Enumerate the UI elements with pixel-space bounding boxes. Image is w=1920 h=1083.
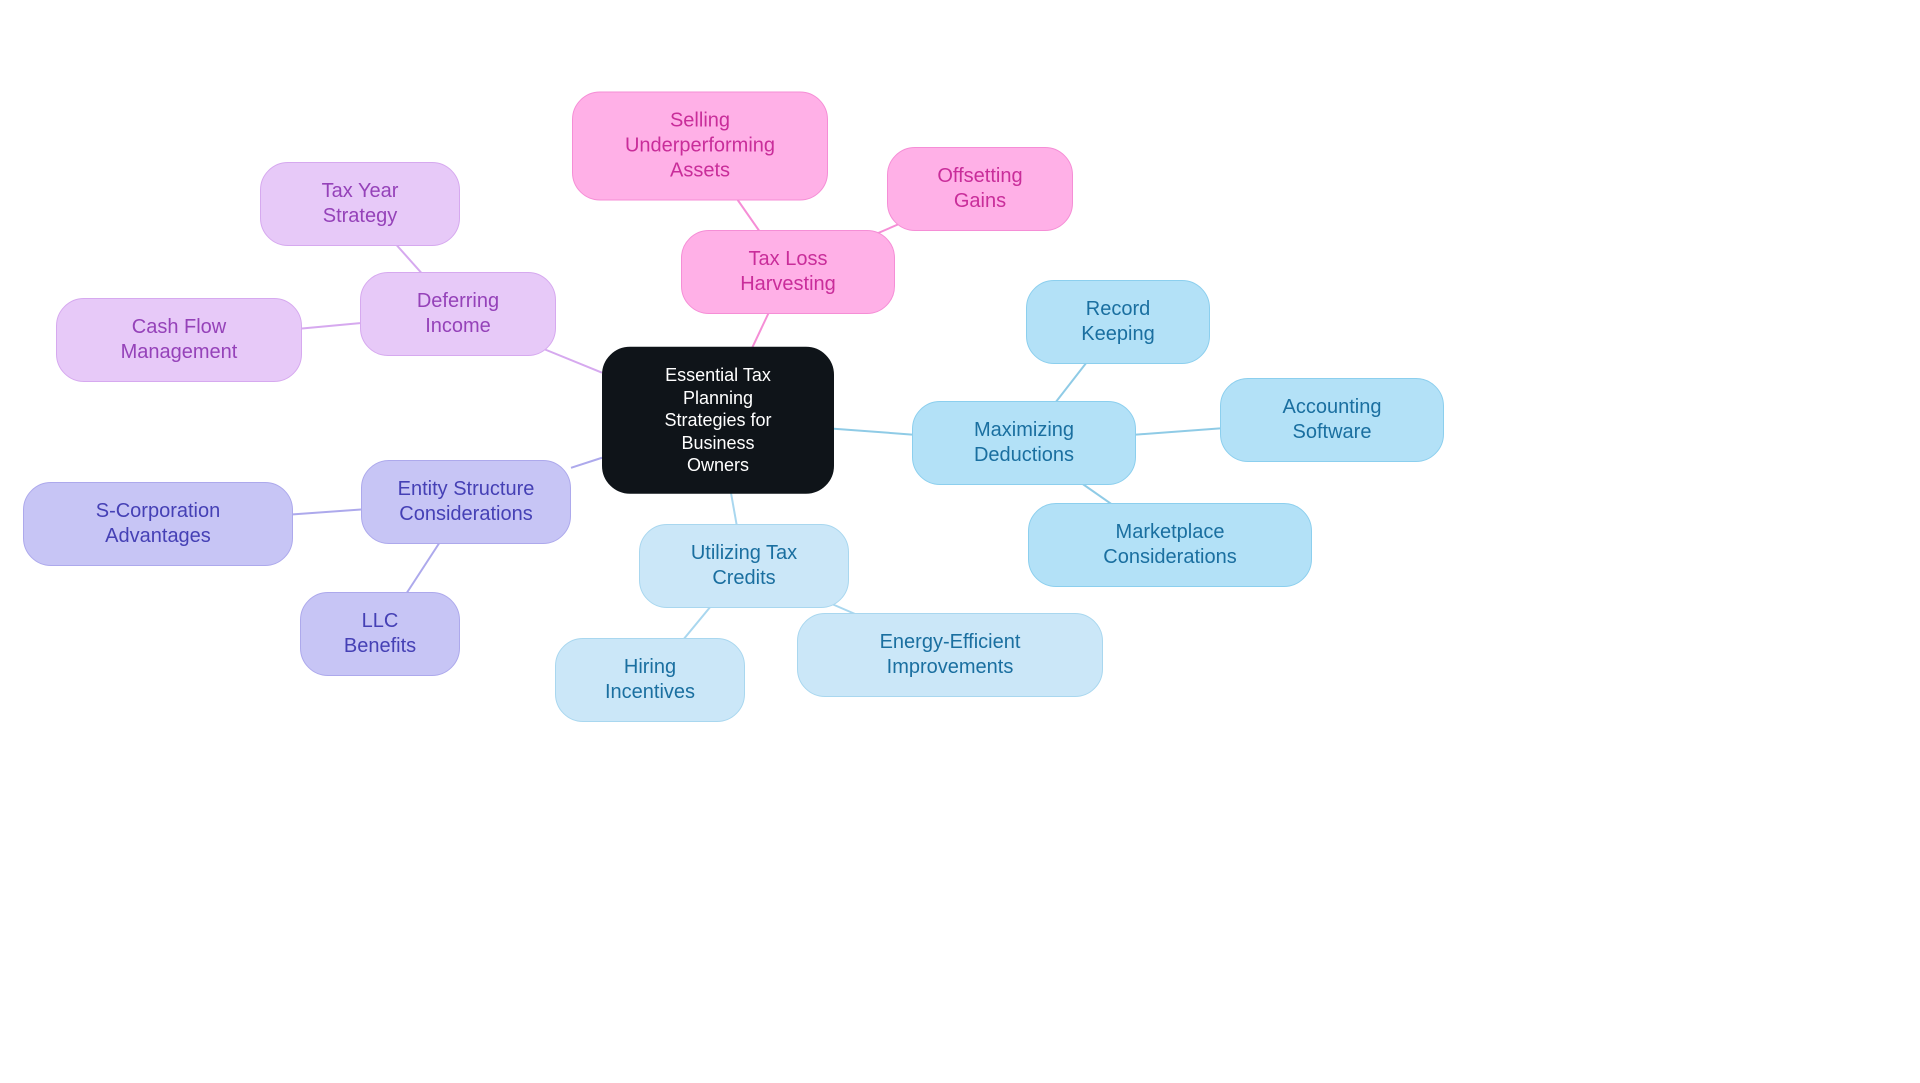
node-harvesting[interactable]: Tax Loss Harvesting bbox=[681, 230, 895, 314]
node-deferring[interactable]: Deferring Income bbox=[360, 272, 556, 356]
node-cashflow[interactable]: Cash Flow Management bbox=[56, 298, 302, 382]
node-record[interactable]: Record Keeping bbox=[1026, 280, 1210, 364]
node-llc[interactable]: LLC Benefits bbox=[300, 592, 460, 676]
node-offsetting[interactable]: Offsetting Gains bbox=[887, 147, 1073, 231]
node-selling[interactable]: Selling Underperforming Assets bbox=[572, 92, 828, 201]
node-hiring[interactable]: Hiring Incentives bbox=[555, 638, 745, 722]
node-taxyear[interactable]: Tax Year Strategy bbox=[260, 162, 460, 246]
node-root[interactable]: Essential Tax Planning Strategies for Bu… bbox=[602, 347, 834, 494]
node-marketplace[interactable]: Marketplace Considerations bbox=[1028, 503, 1312, 587]
node-entity[interactable]: Entity Structure Considerations bbox=[361, 460, 571, 544]
node-credits[interactable]: Utilizing Tax Credits bbox=[639, 524, 849, 608]
node-accounting[interactable]: Accounting Software bbox=[1220, 378, 1444, 462]
mindmap-canvas: Essential Tax Planning Strategies for Bu… bbox=[0, 0, 1920, 1083]
node-maximizing[interactable]: Maximizing Deductions bbox=[912, 401, 1136, 485]
node-energy[interactable]: Energy-Efficient Improvements bbox=[797, 613, 1103, 697]
node-scorp[interactable]: S-Corporation Advantages bbox=[23, 482, 293, 566]
